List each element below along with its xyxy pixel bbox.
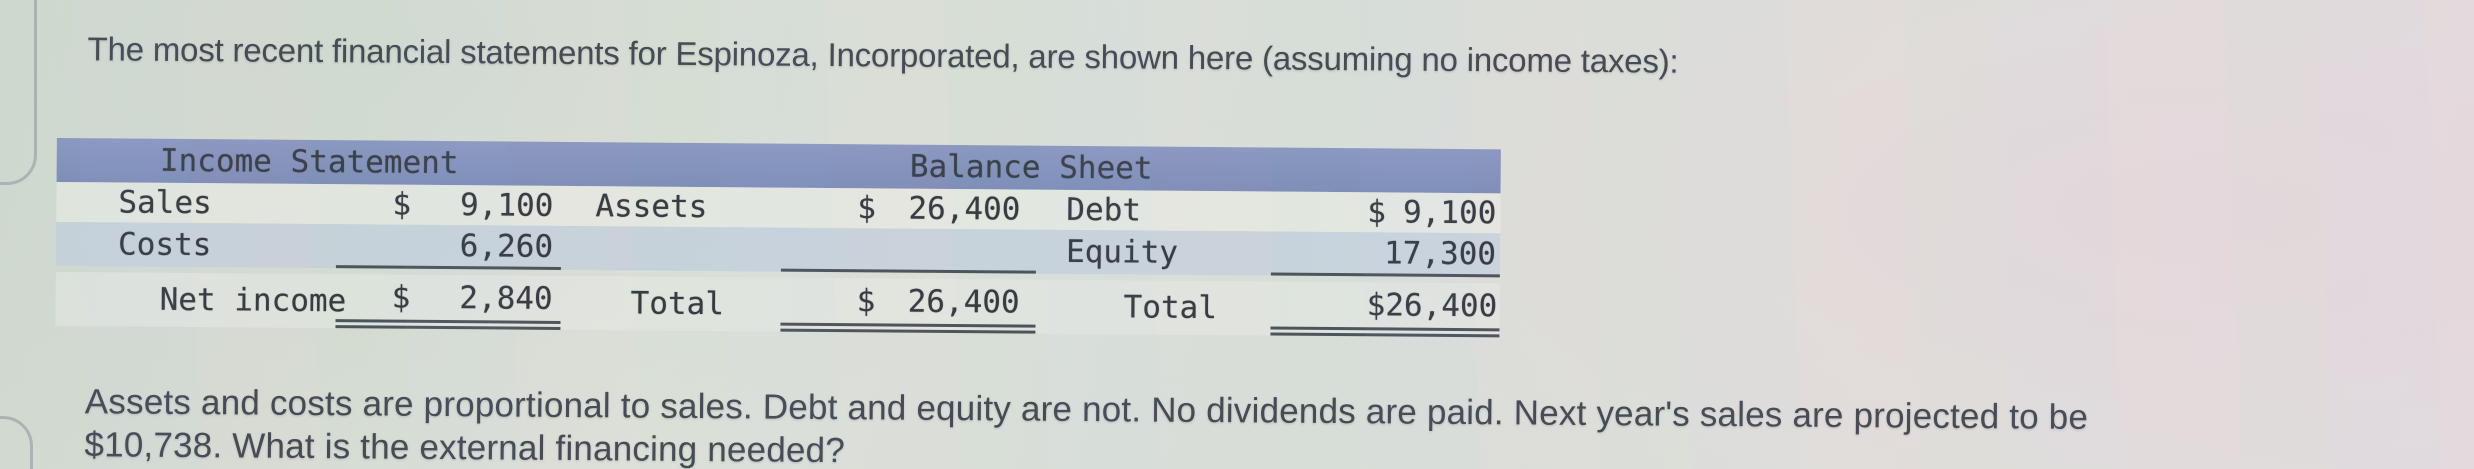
amount-value: 2,840 xyxy=(459,279,553,317)
cell-assets-label: Assets xyxy=(595,188,708,226)
cell-costs-label: Costs xyxy=(117,226,212,264)
cell-net-income-amount: $ 2,840 xyxy=(335,274,561,330)
cell-costs-amount: 6,260 xyxy=(335,224,562,270)
cell-assets-total-amount: $ 26,400 xyxy=(780,277,1036,334)
cell-blank-asset-label xyxy=(561,248,781,250)
cell-debt-amount: $ 9,100 xyxy=(1271,192,1500,234)
problem-question-text: Assets and costs are proportional to sal… xyxy=(84,380,2088,469)
problem-intro-text: The most recent financial statements for… xyxy=(87,30,1679,80)
currency-symbol: $ xyxy=(1366,286,1386,323)
cell-net-income-label: Net income xyxy=(159,281,347,320)
cell-assets-amount: $ 26,400 xyxy=(781,188,1036,230)
cell-equity-label: Equity xyxy=(1065,233,1179,271)
table-row-totals: Net income $ 2,840 Total $ 26,400 Total … xyxy=(55,271,1500,338)
balance-sheet-header: Balance Sheet xyxy=(909,148,1153,187)
financial-statements-table: Income Statement Balance Sheet Sales $ 9… xyxy=(55,137,1501,338)
amount-value: 26,400 xyxy=(1385,286,1498,324)
currency-symbol: $ xyxy=(391,279,411,316)
cell-sales-label: Sales xyxy=(118,184,212,222)
cell-equity-amount: 17,300 xyxy=(1270,231,1501,278)
cell-sales-amount: $ 9,100 xyxy=(336,184,561,226)
amount-value: 26,400 xyxy=(907,283,1020,321)
cell-liabilities-total-label: Total xyxy=(1123,289,1218,327)
cell-debt-label: Debt xyxy=(1066,191,1142,229)
amount-value: 26,400 xyxy=(908,190,1021,228)
amount-value: 6,260 xyxy=(459,227,554,265)
cell-assets-total-label: Total xyxy=(630,285,725,323)
currency-symbol: $ xyxy=(1367,194,1387,231)
currency-symbol: $ xyxy=(856,282,876,319)
currency-symbol: $ xyxy=(392,186,412,223)
cell-liabilities-total-amount: $ 26,400 xyxy=(1270,281,1500,338)
currency-symbol: $ xyxy=(857,190,877,227)
amount-value: 9,100 xyxy=(1402,194,1497,232)
amount-value: 17,300 xyxy=(1383,234,1497,272)
income-statement-header: Income Statement xyxy=(159,142,459,182)
cell-blank-asset-amount xyxy=(780,227,1037,274)
amount-value: 9,100 xyxy=(459,187,554,224)
